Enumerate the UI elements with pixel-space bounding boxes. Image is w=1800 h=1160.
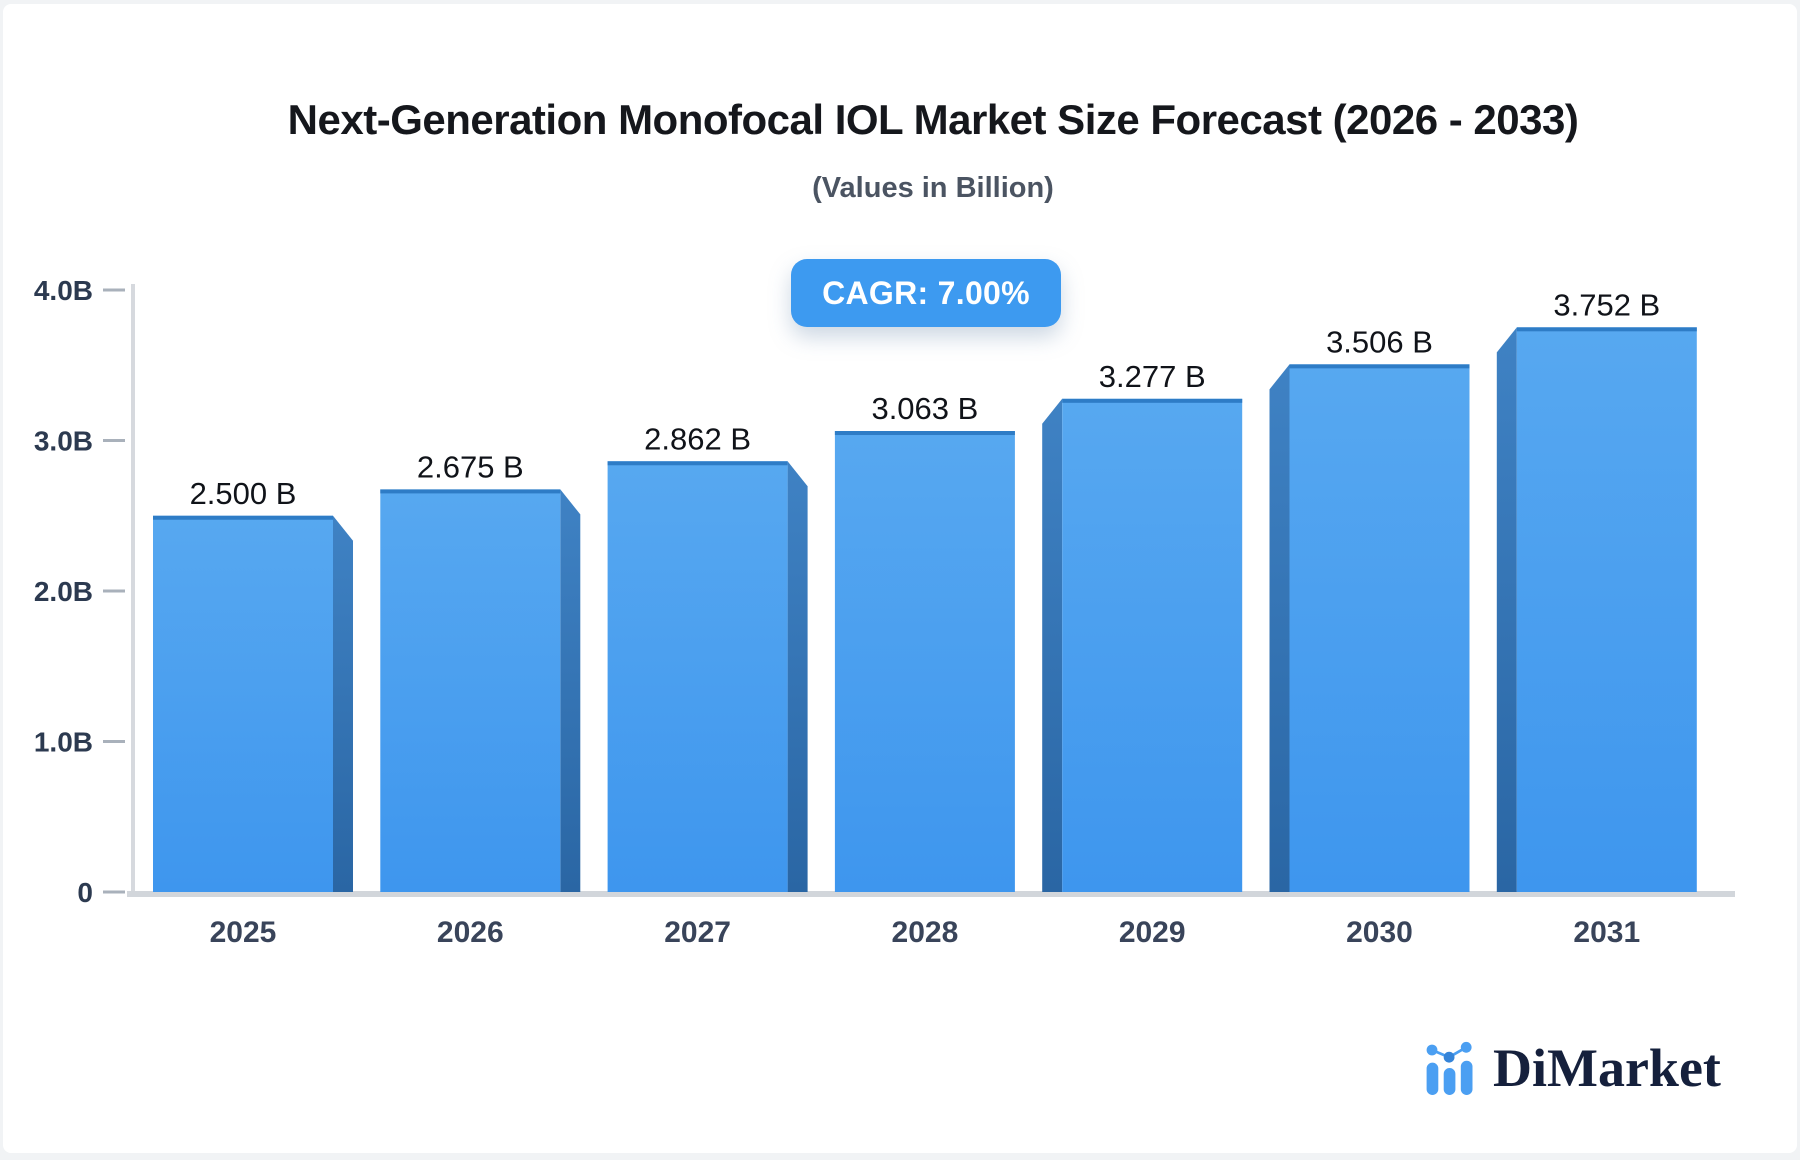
y-tick-label: 0	[77, 877, 93, 908]
y-tick-label: 3.0B	[34, 426, 93, 457]
x-tick-label: 2029	[1119, 916, 1186, 949]
x-tick-label: 2026	[437, 916, 504, 949]
bar-2025	[153, 515, 333, 892]
x-tick-label: 2028	[892, 916, 959, 949]
bar-side-face	[787, 461, 808, 892]
bar-2030	[1289, 364, 1470, 892]
bar-side-face	[1269, 364, 1290, 892]
x-tick-label: 2031	[1573, 916, 1640, 949]
bar-chart-trend-icon	[1426, 1041, 1473, 1095]
bar-value-label: 2.675 B	[417, 449, 524, 484]
bar-top-edge	[153, 515, 333, 520]
y-tick-label: 2.0B	[34, 576, 93, 607]
cagr-badge: CAGR: 7.00%	[791, 259, 1061, 327]
x-tick-label: 2030	[1346, 916, 1413, 949]
bar-value-label: 3.506 B	[1326, 324, 1433, 359]
bar-2027	[607, 461, 788, 892]
bar-2029	[1062, 398, 1243, 892]
dimarket-logo: DiMarket	[1423, 1036, 1721, 1100]
bar-top-edge	[834, 431, 1015, 436]
cagr-badge-label: CAGR: 7.00%	[822, 274, 1030, 311]
bar-value-label: 2.500 B	[190, 476, 297, 511]
x-tick-label: 2027	[664, 916, 731, 949]
bar-2031	[1516, 327, 1697, 893]
bar-value-label: 3.277 B	[1099, 359, 1206, 394]
bar-side-face	[1496, 327, 1517, 893]
bar-side-face	[333, 515, 353, 892]
bar-2026	[380, 489, 561, 892]
bar-top-edge	[1289, 364, 1470, 369]
x-tick-label: 2025	[210, 916, 277, 949]
bar-side-face	[1042, 398, 1063, 892]
chart-card: Next-Generation Monofocal IOL Market Siz…	[3, 4, 1797, 1153]
chart-title: Next-Generation Monofocal IOL Market Siz…	[287, 96, 1579, 143]
bar-side-face	[560, 489, 581, 892]
bar-value-label: 3.063 B	[871, 391, 978, 426]
bar-top-edge	[1062, 398, 1243, 403]
bar-2028	[834, 431, 1015, 892]
bar-value-label: 2.862 B	[644, 421, 751, 456]
y-tick-label: 1.0B	[34, 727, 93, 758]
bar-value-label: 3.752 B	[1553, 287, 1660, 322]
bar-chart: 0 1.0B 2.0B 3.0B 4.0B 2.500 B 2025 2.675 B 2026 2…	[34, 275, 1735, 949]
bar-top-edge	[380, 489, 561, 494]
logo-text: DiMarket	[1493, 1038, 1721, 1098]
bar-top-edge	[1516, 327, 1697, 332]
chart-subtitle: (Values in Billion)	[812, 172, 1054, 204]
bar-top-edge	[607, 461, 788, 466]
y-tick-label: 4.0B	[34, 275, 93, 306]
